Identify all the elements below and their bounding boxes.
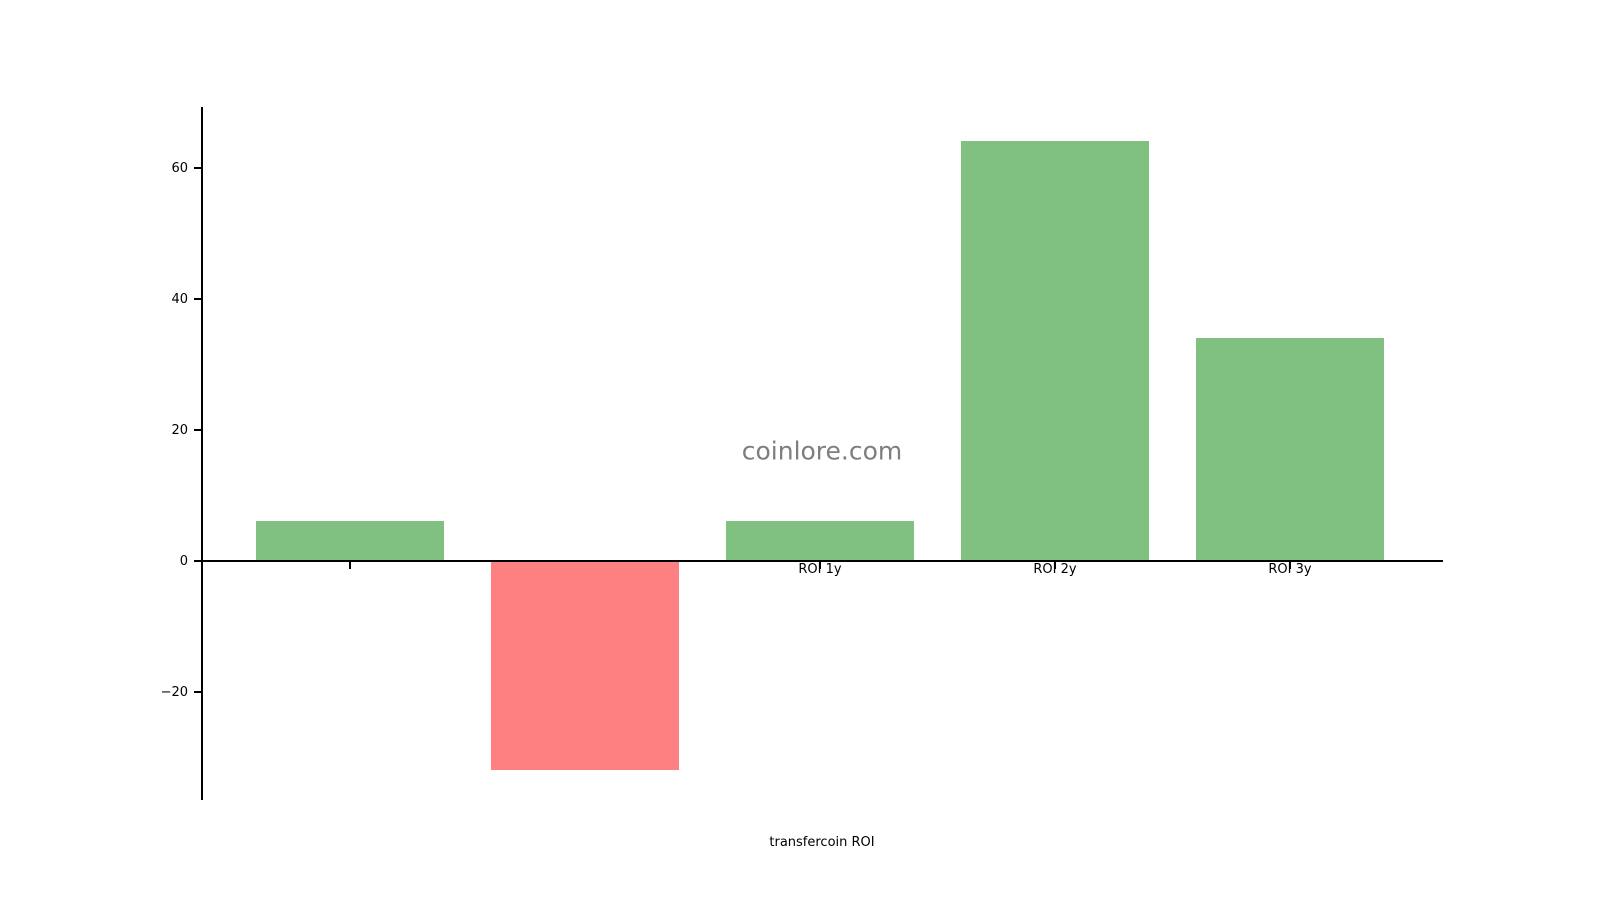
x-tick	[819, 560, 821, 569]
y-tick-label: −20	[160, 685, 188, 700]
x-tick-label: ROI 2y	[1033, 562, 1077, 577]
y-tick	[194, 560, 201, 562]
y-tick-label: 20	[171, 423, 188, 438]
bar	[256, 521, 444, 560]
y-tick	[194, 429, 201, 431]
x-axis-line	[201, 560, 1443, 562]
bar	[726, 521, 914, 560]
x-tick	[1289, 560, 1291, 569]
bar	[961, 141, 1149, 560]
y-tick	[194, 298, 201, 300]
y-tick-label: 0	[179, 554, 188, 569]
x-tick	[1054, 560, 1056, 569]
y-tick	[194, 167, 201, 169]
y-tick-label: 60	[171, 161, 188, 176]
x-axis-label: transfercoin ROI	[769, 835, 875, 850]
x-tick	[349, 560, 351, 569]
bar	[491, 560, 679, 770]
y-tick	[194, 691, 201, 693]
watermark: coinlore.com	[741, 436, 903, 466]
y-axis-spine	[201, 107, 203, 800]
bar	[1196, 338, 1384, 561]
x-tick-label: ROI 1y	[798, 562, 842, 577]
y-tick-label: 40	[171, 292, 188, 307]
x-tick-label: ROI 3y	[1268, 562, 1312, 577]
